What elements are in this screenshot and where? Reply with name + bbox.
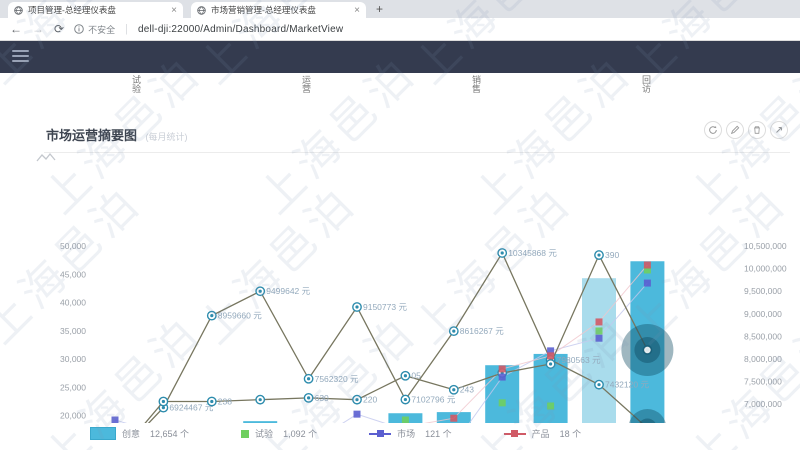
svg-text:9499642 元: 9499642 元 bbox=[266, 286, 310, 296]
tab-title: 市场营销管理-总经理仪表盘 bbox=[211, 5, 316, 15]
chart-toolbar bbox=[704, 121, 788, 139]
browser-addressbar: ← → ⟳ 不安全 | dell-dji:22000/Admin/Dashboa… bbox=[0, 18, 800, 41]
svg-text:6924467 元: 6924467 元 bbox=[169, 403, 213, 413]
svg-text:8616267 元: 8616267 元 bbox=[460, 326, 504, 336]
svg-text:8,500,000: 8,500,000 bbox=[744, 331, 782, 341]
svg-text:238: 238 bbox=[218, 396, 232, 406]
svg-text:7562320 元: 7562320 元 bbox=[315, 374, 359, 384]
vertical-label: 运营 bbox=[301, 75, 311, 93]
svg-text:7432120 元: 7432120 元 bbox=[605, 380, 649, 390]
legend-label: 产品 bbox=[531, 429, 550, 439]
vertical-label: 回访 bbox=[641, 75, 651, 93]
browser-tabstrip: 项目管理-总经理仪表盘 × 市场营销管理-总经理仪表盘 × + bbox=[0, 0, 800, 18]
app-header bbox=[0, 41, 800, 73]
svg-text:390: 390 bbox=[605, 250, 619, 260]
svg-text:7980563 元: 7980563 元 bbox=[557, 355, 601, 365]
legend-label: 创意 bbox=[122, 429, 141, 439]
svg-text:7,500,000: 7,500,000 bbox=[744, 377, 782, 387]
new-tab-button[interactable]: + bbox=[376, 2, 384, 16]
svg-text:40,000: 40,000 bbox=[60, 298, 86, 308]
svg-text:220: 220 bbox=[363, 395, 377, 405]
forward-icon[interactable]: → bbox=[32, 22, 44, 36]
svg-text:9150773 元: 9150773 元 bbox=[363, 302, 407, 312]
url-text[interactable]: dell-dji:22000/Admin/Dashboard/MarketVie… bbox=[137, 23, 344, 35]
expand-button[interactable] bbox=[770, 121, 788, 139]
security-label: 不安全 bbox=[88, 24, 116, 35]
legend-bar-swatch-icon bbox=[90, 427, 116, 440]
edit-button[interactable] bbox=[726, 121, 744, 139]
svg-text:243: 243 bbox=[460, 385, 474, 395]
svg-text:35,000: 35,000 bbox=[60, 326, 86, 336]
legend-value: 1,092 个 bbox=[283, 429, 318, 439]
svg-text:10,000,000: 10,000,000 bbox=[744, 264, 787, 274]
back-icon[interactable]: ← bbox=[10, 22, 22, 36]
chart-title: 市场运营摘要图 bbox=[46, 128, 138, 143]
svg-text:10,500,000: 10,500,000 bbox=[744, 241, 787, 251]
legend-item-创意[interactable]: 创意 12,654 个 bbox=[90, 427, 189, 440]
reload-icon[interactable]: ⟳ bbox=[54, 22, 65, 36]
svg-text:10345868 元: 10345868 元 bbox=[508, 248, 557, 258]
svg-text:20,000: 20,000 bbox=[60, 411, 86, 421]
svg-text:50,000: 50,000 bbox=[60, 241, 86, 251]
legend-value: 18 个 bbox=[559, 429, 582, 439]
svg-text:6,500,000: 6,500,000 bbox=[744, 422, 782, 423]
legend-item-市场[interactable]: 市场 121 个 bbox=[369, 427, 452, 440]
hamburger-menu-icon[interactable] bbox=[12, 50, 29, 65]
vertical-label: 销售 bbox=[471, 75, 481, 93]
browser-tab-project[interactable]: 项目管理-总经理仪表盘 × bbox=[8, 2, 183, 18]
legend-value: 121 个 bbox=[425, 429, 452, 439]
svg-text:8,000,000: 8,000,000 bbox=[744, 354, 782, 364]
info-icon bbox=[74, 24, 84, 34]
divider: | bbox=[125, 23, 128, 35]
legend-value: 12,654 个 bbox=[150, 429, 190, 439]
sparkline-icon bbox=[36, 152, 56, 162]
trash-icon bbox=[754, 126, 760, 134]
svg-text:05: 05 bbox=[411, 371, 421, 381]
site-security-indicator[interactable]: 不安全 bbox=[74, 23, 115, 36]
divider bbox=[44, 152, 790, 153]
legend-item-试验[interactable]: 试验 1,092 个 bbox=[241, 427, 317, 440]
legend-square-swatch-icon bbox=[241, 429, 250, 438]
market-summary-chart[interactable]: 10,00015,00020,00025,00030,00035,00040,0… bbox=[0, 161, 800, 423]
legend-line-swatch-icon bbox=[503, 430, 526, 438]
chart-legend: 创意 12,654 个 试验 1,092 个 市场 121 个 产品 18 个 bbox=[90, 427, 633, 440]
vertical-label: 试验 bbox=[131, 75, 141, 93]
svg-text:45,000: 45,000 bbox=[60, 269, 86, 279]
refresh-button[interactable] bbox=[704, 121, 722, 139]
svg-text:8959660 元: 8959660 元 bbox=[218, 311, 262, 321]
svg-text:7102796 元: 7102796 元 bbox=[411, 395, 455, 405]
tab-title: 项目管理-总经理仪表盘 bbox=[28, 5, 116, 15]
svg-text:9,500,000: 9,500,000 bbox=[744, 286, 782, 296]
refresh-icon bbox=[709, 126, 717, 134]
svg-text:25,000: 25,000 bbox=[60, 382, 86, 392]
close-icon[interactable]: × bbox=[354, 4, 360, 16]
browser-tab-market[interactable]: 市场营销管理-总经理仪表盘 × bbox=[191, 2, 366, 18]
delete-button[interactable] bbox=[748, 121, 766, 139]
legend-label: 市场 bbox=[397, 429, 416, 439]
legend-line-swatch-icon bbox=[369, 430, 392, 438]
svg-text:7,000,000: 7,000,000 bbox=[744, 399, 782, 409]
svg-text:9,000,000: 9,000,000 bbox=[744, 309, 782, 319]
globe-favicon-icon bbox=[14, 5, 23, 15]
chart-subtitle: (每月统计) bbox=[145, 132, 188, 142]
svg-text:30,000: 30,000 bbox=[60, 354, 86, 364]
legend-label: 试验 bbox=[255, 429, 274, 439]
globe-favicon-icon bbox=[197, 5, 206, 15]
edit-icon bbox=[730, 125, 740, 135]
dashboard-content: 试验 运营 销售 回访 市场运营摘要图 (每月统计) 10,00015,0002… bbox=[0, 73, 800, 450]
expand-icon bbox=[776, 127, 782, 133]
legend-item-产品[interactable]: 产品 18 个 bbox=[503, 427, 582, 440]
close-icon[interactable]: × bbox=[171, 4, 177, 16]
svg-text:630: 630 bbox=[315, 393, 329, 403]
